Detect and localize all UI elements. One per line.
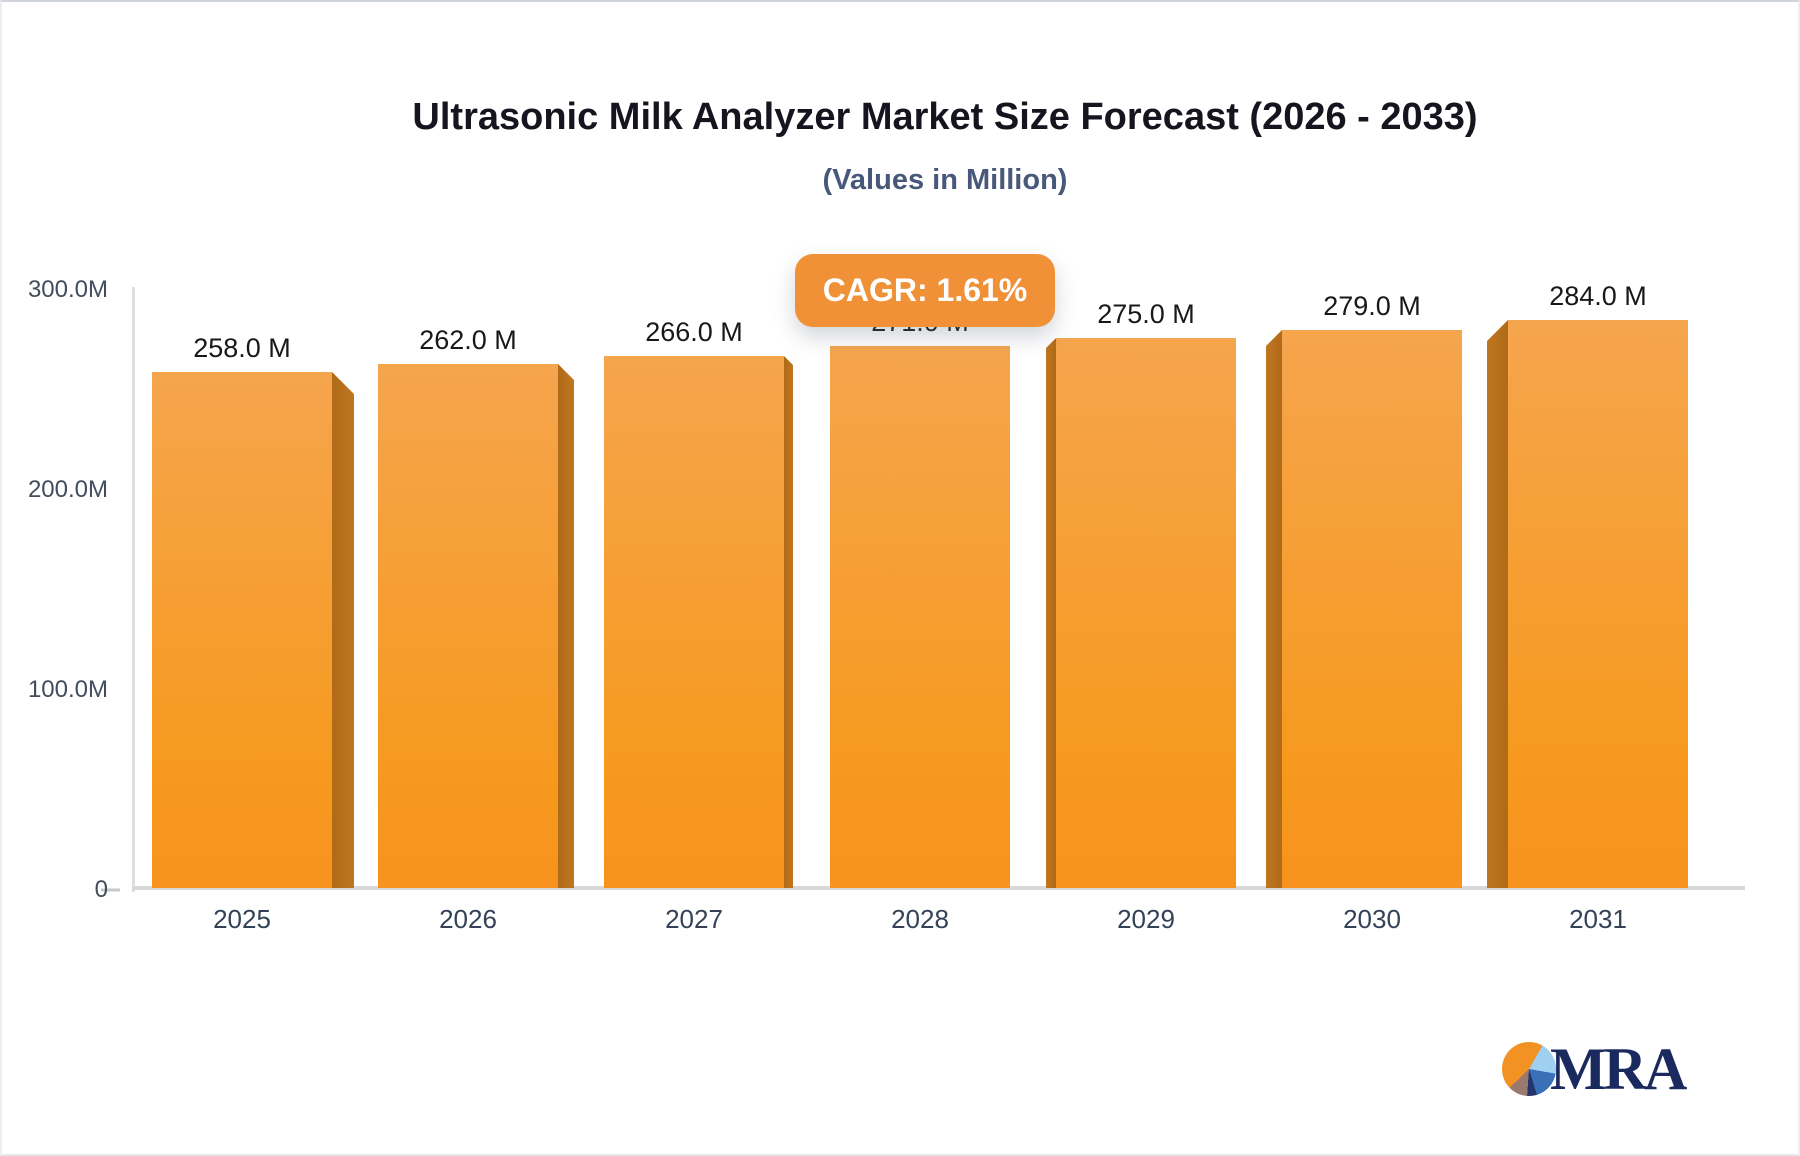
bar-2028 xyxy=(830,346,1010,888)
logo-text: MRA xyxy=(1550,1036,1687,1102)
x-axis-tick-label: 2030 xyxy=(1343,904,1401,934)
bar-value-label: 262.0 M xyxy=(419,325,517,355)
bar-2026 xyxy=(378,364,558,888)
y-axis-tick-label: 100.0M xyxy=(27,676,108,703)
bar-2031 xyxy=(1508,320,1688,888)
bar-value-label: 266.0 M xyxy=(645,317,743,347)
bar-3d-side-2025 xyxy=(332,372,354,888)
bar-2030 xyxy=(1282,330,1462,888)
bar-3d-side-2031 xyxy=(1487,320,1508,888)
x-axis-tick-label: 2029 xyxy=(1117,904,1175,934)
cagr-badge: CAGR: 1.61% xyxy=(795,254,1055,327)
x-axis-baseline xyxy=(132,886,1745,890)
x-axis-tick-label: 2027 xyxy=(665,904,723,934)
y-axis-tick-label: 200.0M xyxy=(27,476,108,503)
pie-chart-logo-icon xyxy=(1502,1042,1556,1096)
mra-logo: MRA xyxy=(1502,1036,1687,1102)
bar-2025 xyxy=(152,372,332,888)
bar-value-label: 275.0 M xyxy=(1097,299,1195,329)
bar-value-label: 279.0 M xyxy=(1323,291,1421,321)
bar-2027 xyxy=(604,356,784,888)
x-axis-tick-label: 2025 xyxy=(213,904,271,934)
bar-value-label: 258.0 M xyxy=(193,333,291,363)
chart-title: Ultrasonic Milk Analyzer Market Size For… xyxy=(412,96,1478,138)
y-axis-tick-label: 300.0M xyxy=(27,276,108,303)
y-axis-tick-mark xyxy=(101,888,120,892)
chart-subtitle: (Values in Million) xyxy=(822,164,1068,196)
bar-value-label: 284.0 M xyxy=(1549,281,1647,311)
bar-3d-side-2030 xyxy=(1266,330,1282,888)
bar-3d-side-2027 xyxy=(784,356,793,888)
bar-3d-side-2026 xyxy=(558,364,574,888)
x-axis-tick-label: 2031 xyxy=(1569,904,1627,934)
bar-2029 xyxy=(1056,338,1236,888)
x-axis-tick-label: 2028 xyxy=(891,904,949,934)
bar-3d-side-2029 xyxy=(1046,338,1056,888)
cagr-badge-label: CAGR: 1.61% xyxy=(822,272,1028,308)
y-axis-line xyxy=(132,287,135,892)
x-axis-tick-label: 2026 xyxy=(439,904,497,934)
y-axis-tick-label: 0 xyxy=(94,876,108,903)
